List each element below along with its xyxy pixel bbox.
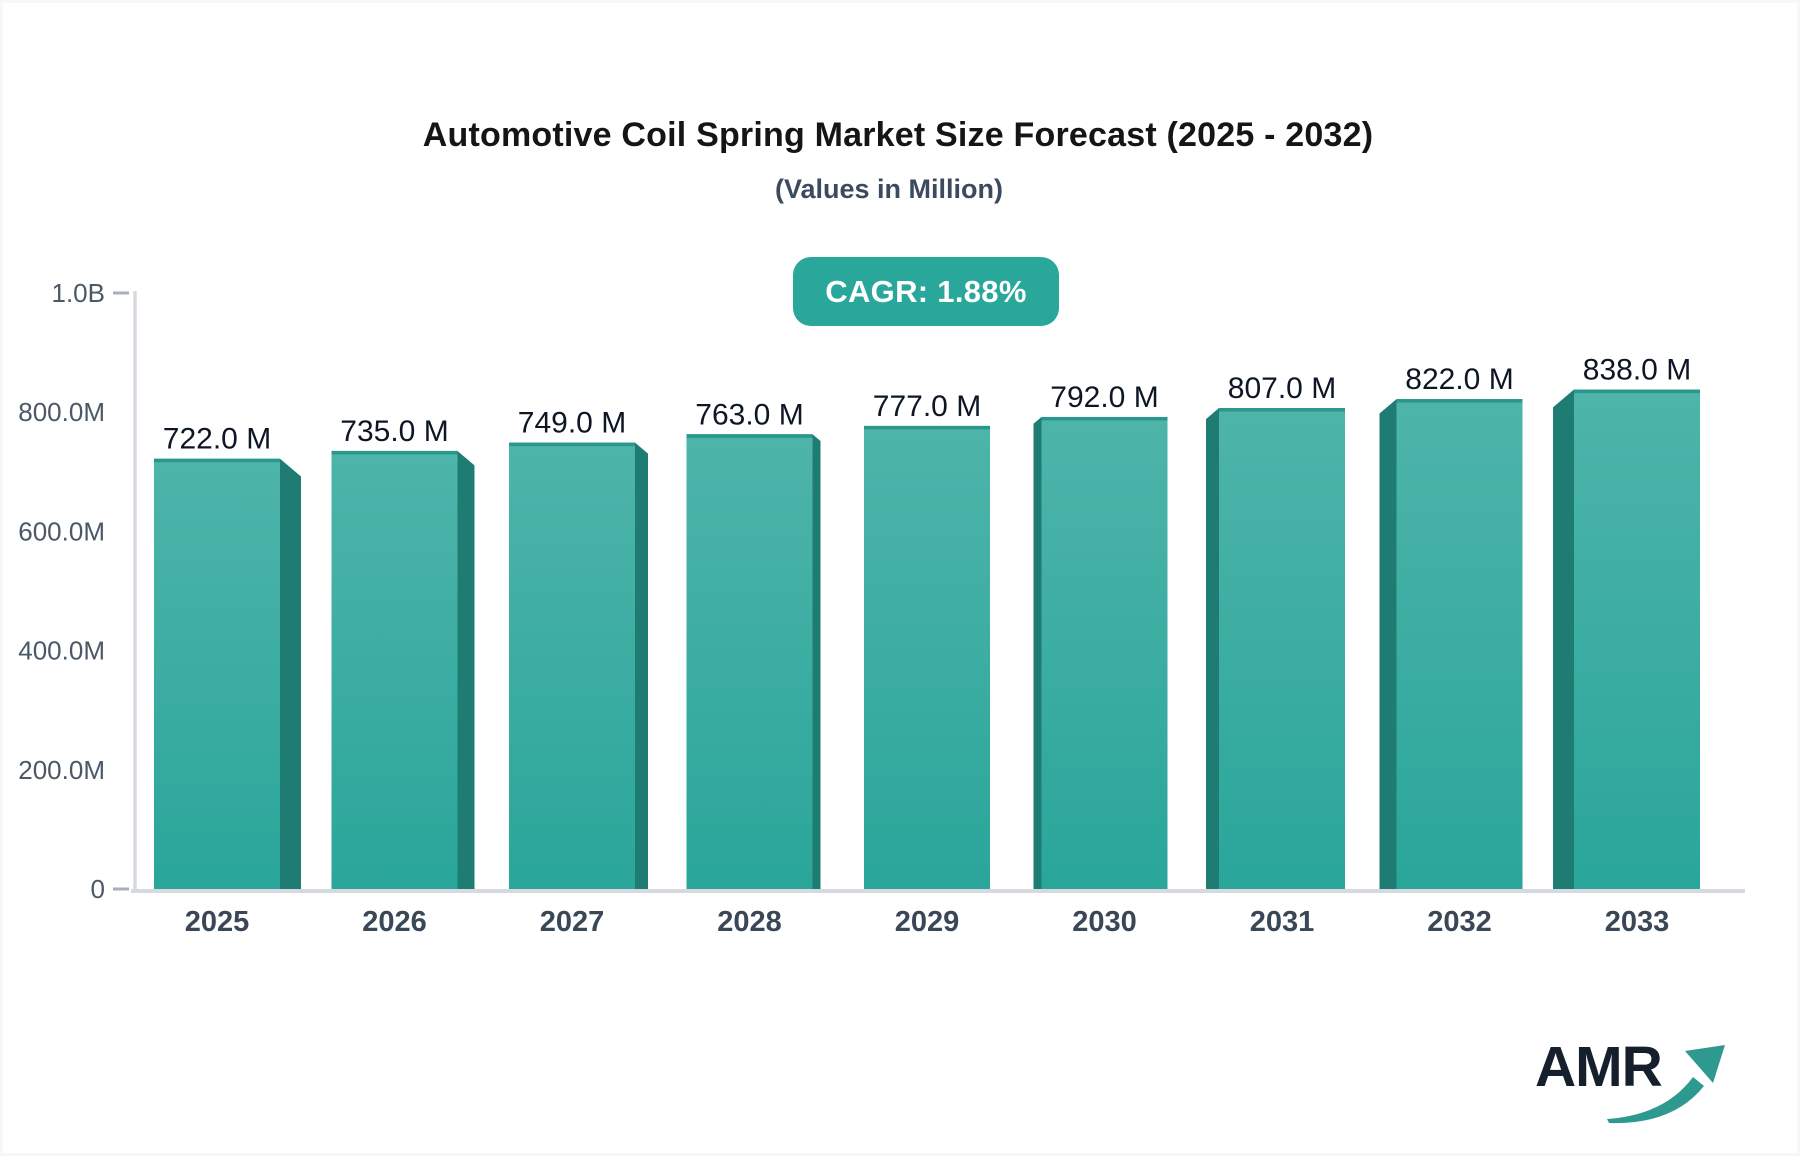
bar-side-2031[interactable] [1206,408,1219,889]
x-axis-label-2030: 2030 [1072,906,1137,938]
y-axis-label-800.0M: 800.0M [18,397,105,427]
x-axis-label-2032: 2032 [1427,906,1492,938]
bar-value-label-2026: 735.0 M [340,415,448,448]
bar-side-2030[interactable] [1033,416,1042,889]
cagr-badge-label: CAGR: 1.88% [825,273,1027,309]
x-axis-label-2031: 2031 [1250,906,1315,938]
amr-logo: AMR [1535,1037,1735,1129]
y-axis-label-0: 0 [91,874,105,904]
bar-side-2025[interactable] [280,458,301,889]
cagr-badge: CAGR: 1.88% [793,257,1059,326]
bar-2033[interactable] [1574,389,1700,889]
bar-top-edge-2025 [154,458,280,463]
chart-plot-area: 1.0B 800.0M 600.0M 400.0M 200.0M 0 722.0 M 2025… [18,278,1745,938]
bar-value-label-2028: 763.0 M [695,398,803,431]
bar-value-label-2027: 749.0 M [518,407,626,440]
bar-top-edge-2027 [509,442,635,447]
x-axis-label-2027: 2027 [540,906,605,938]
y-axis-label-600.0M: 600.0M [18,516,105,546]
amr-logo-text: AMR [1535,1035,1663,1099]
bar-2030[interactable] [1041,416,1168,889]
bar-top-edge-2033 [1574,389,1700,394]
bar-value-label-2032: 822.0 M [1405,363,1513,396]
bar-top-edge-2026 [331,450,458,455]
bar-2027[interactable] [509,442,635,889]
bar-2028[interactable] [686,434,813,889]
y-axis-label-400.0M: 400.0M [18,636,105,666]
bar-side-2032[interactable] [1379,399,1397,889]
bar-top-edge-2029 [864,425,990,430]
bar-side-2033[interactable] [1553,389,1574,889]
bar-value-label-2033: 838.0 M [1583,354,1691,387]
trending-up-arrow-icon [1607,1045,1725,1124]
x-axis-label-2029: 2029 [895,906,960,938]
bar-2031[interactable] [1219,408,1345,889]
bar-2025[interactable] [154,458,280,889]
bar-2026[interactable] [331,450,458,889]
bar-top-edge-2030 [1041,416,1168,421]
y-axis-label-200.0M: 200.0M [18,755,105,785]
bar-value-label-2031: 807.0 M [1228,372,1336,405]
x-axis-label-2026: 2026 [362,906,427,938]
bar-2029[interactable] [864,425,990,889]
bar-top-edge-2028 [686,434,813,438]
x-axis-label-2033: 2033 [1605,906,1670,938]
chart-title: Automotive Coil Spring Market Size Forec… [422,116,1374,154]
x-axis-label-2025: 2025 [185,906,250,938]
bar-side-2026[interactable] [457,450,475,889]
bar-side-2027[interactable] [635,442,648,889]
bar-top-edge-2031 [1219,408,1345,412]
y-axis-label-1.0B: 1.0B [52,278,106,308]
bar-side-2028[interactable] [812,434,821,889]
bar-top-edge-2032 [1396,399,1523,403]
chart-subtitle: (Values in Million) [774,174,1004,204]
bar-value-label-2030: 792.0 M [1050,381,1158,414]
x-axis-label-2028: 2028 [717,906,782,938]
bar-2032[interactable] [1396,399,1523,889]
bar-value-label-2029: 777.0 M [873,390,981,423]
bar-value-label-2025: 722.0 M [163,423,271,456]
